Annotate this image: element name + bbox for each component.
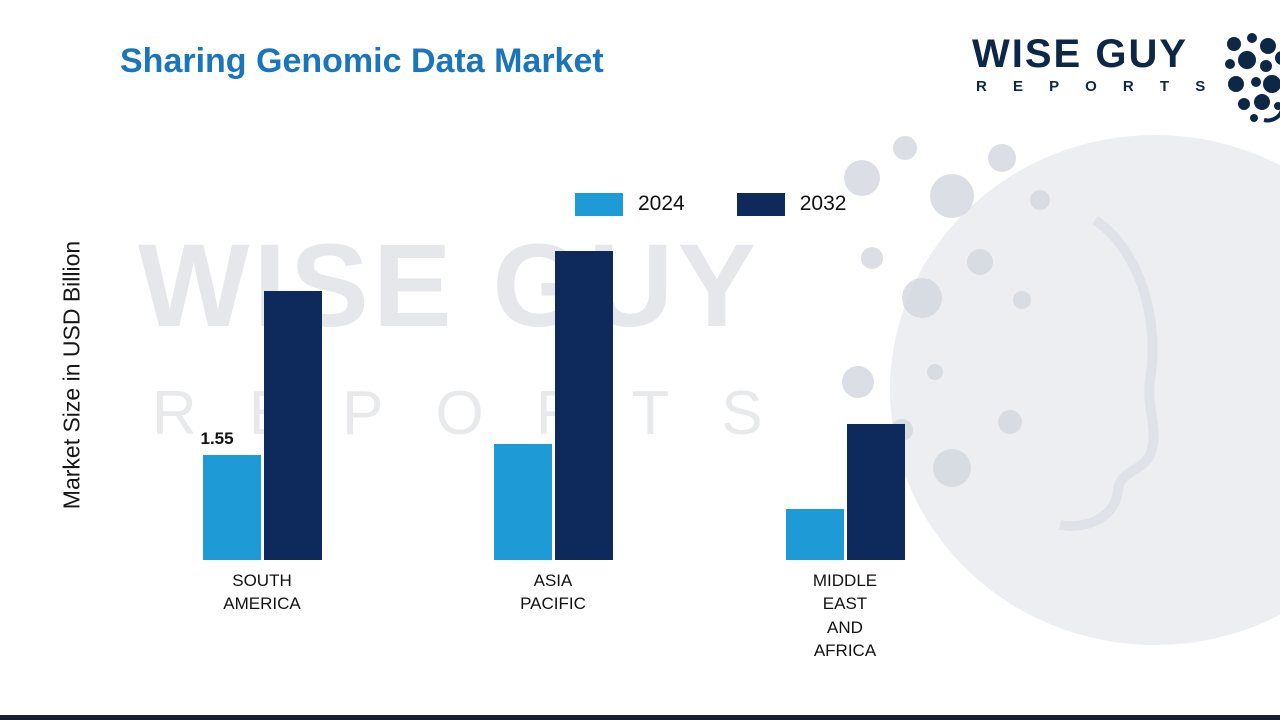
logo-text-column: WISE GUY R E P O R T S [972, 34, 1216, 95]
bar-2032-south-america [263, 291, 322, 560]
legend-swatch-2024 [575, 192, 623, 216]
logo: WISE GUY R E P O R T S [972, 33, 1280, 124]
legend-label-2032: 2032 [799, 192, 847, 215]
bars-south-america: 1.55 [201, 250, 322, 560]
logo-subtext: R E P O R T S [976, 78, 1217, 95]
legend-label-2024: 2024 [638, 192, 685, 215]
category-label-middle-east-and-africa: MIDDLE EAST AND AFRICA [812, 571, 878, 661]
logo-wordmark: WISE GUY [972, 32, 1189, 76]
bar-value-label: 1.55 [200, 429, 234, 448]
bar-group-asia-pacific: ASIA PACIFIC [473, 250, 633, 616]
y-axis-label: Market Size in USD Billion [58, 240, 85, 510]
bars-middle-east-and-africa [785, 250, 905, 560]
bar-group-middle-east-and-africa: MIDDLE EAST AND AFRICA [765, 250, 925, 663]
bar-2024-south-america: 1.55 [201, 429, 261, 560]
logo-head-icon [1225, 33, 1280, 123]
bottom-border-bar [0, 715, 1280, 720]
legend-item-2032: 2032 [736, 192, 847, 216]
bar-chart: 1.55 SOUTH AMERICA ASIA PACIFIC MIDDLE EAST AND… [130, 250, 1010, 670]
page-title: Sharing Genomic Data Market [120, 42, 604, 80]
legend-swatch-2032 [736, 192, 785, 216]
bar-2024-asia-pacific [493, 444, 552, 560]
category-label-south-america: SOUTH AMERICA [223, 571, 301, 614]
bar-group-south-america: 1.55 SOUTH AMERICA [182, 250, 342, 616]
bar-2032-asia-pacific [554, 251, 613, 560]
bar-2024-middle-east-and-africa [785, 509, 844, 560]
category-label-asia-pacific: ASIA PACIFIC [520, 571, 586, 614]
bars-asia-pacific [493, 250, 613, 560]
legend-item-2024: 2024 [575, 192, 685, 216]
legend: 2024 2032 [575, 192, 846, 216]
bar-2032-middle-east-and-africa [846, 424, 905, 560]
